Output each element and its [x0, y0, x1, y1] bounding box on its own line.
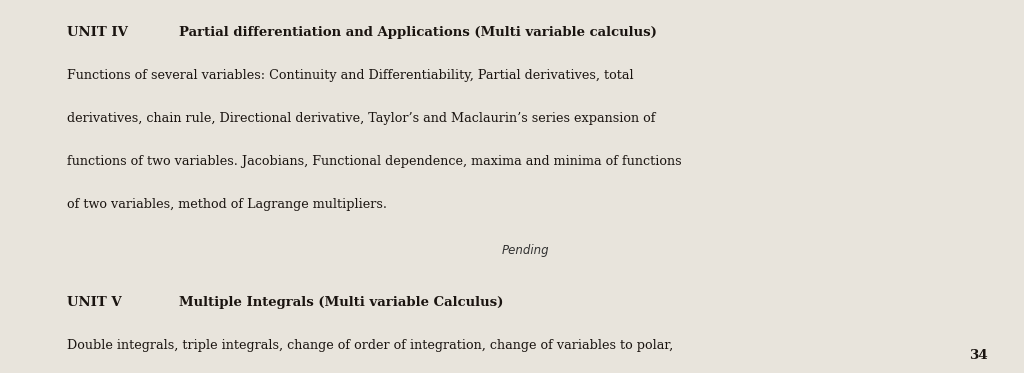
Text: Double integrals, triple integrals, change of order of integration, change of va: Double integrals, triple integrals, chan…: [67, 339, 673, 352]
Text: Multiple Integrals (Multi variable Calculus): Multiple Integrals (Multi variable Calcu…: [179, 296, 504, 309]
Text: functions of two variables. Jacobians, Functional dependence, maxima and minima : functions of two variables. Jacobians, F…: [67, 155, 681, 168]
Text: Partial differentiation and Applications (Multi variable calculus): Partial differentiation and Applications…: [179, 26, 657, 39]
Text: derivatives, chain rule, Directional derivative, Taylor’s and Maclaurin’s series: derivatives, chain rule, Directional der…: [67, 112, 655, 125]
Text: 34: 34: [970, 349, 988, 362]
Text: UNIT V: UNIT V: [67, 296, 121, 309]
Text: of two variables, method of Lagrange multipliers.: of two variables, method of Lagrange mul…: [67, 198, 387, 211]
Text: Pending: Pending: [502, 244, 550, 257]
Text: Functions of several variables: Continuity and Differentiability, Partial deriva: Functions of several variables: Continui…: [67, 69, 633, 82]
Text: UNIT IV: UNIT IV: [67, 26, 127, 39]
